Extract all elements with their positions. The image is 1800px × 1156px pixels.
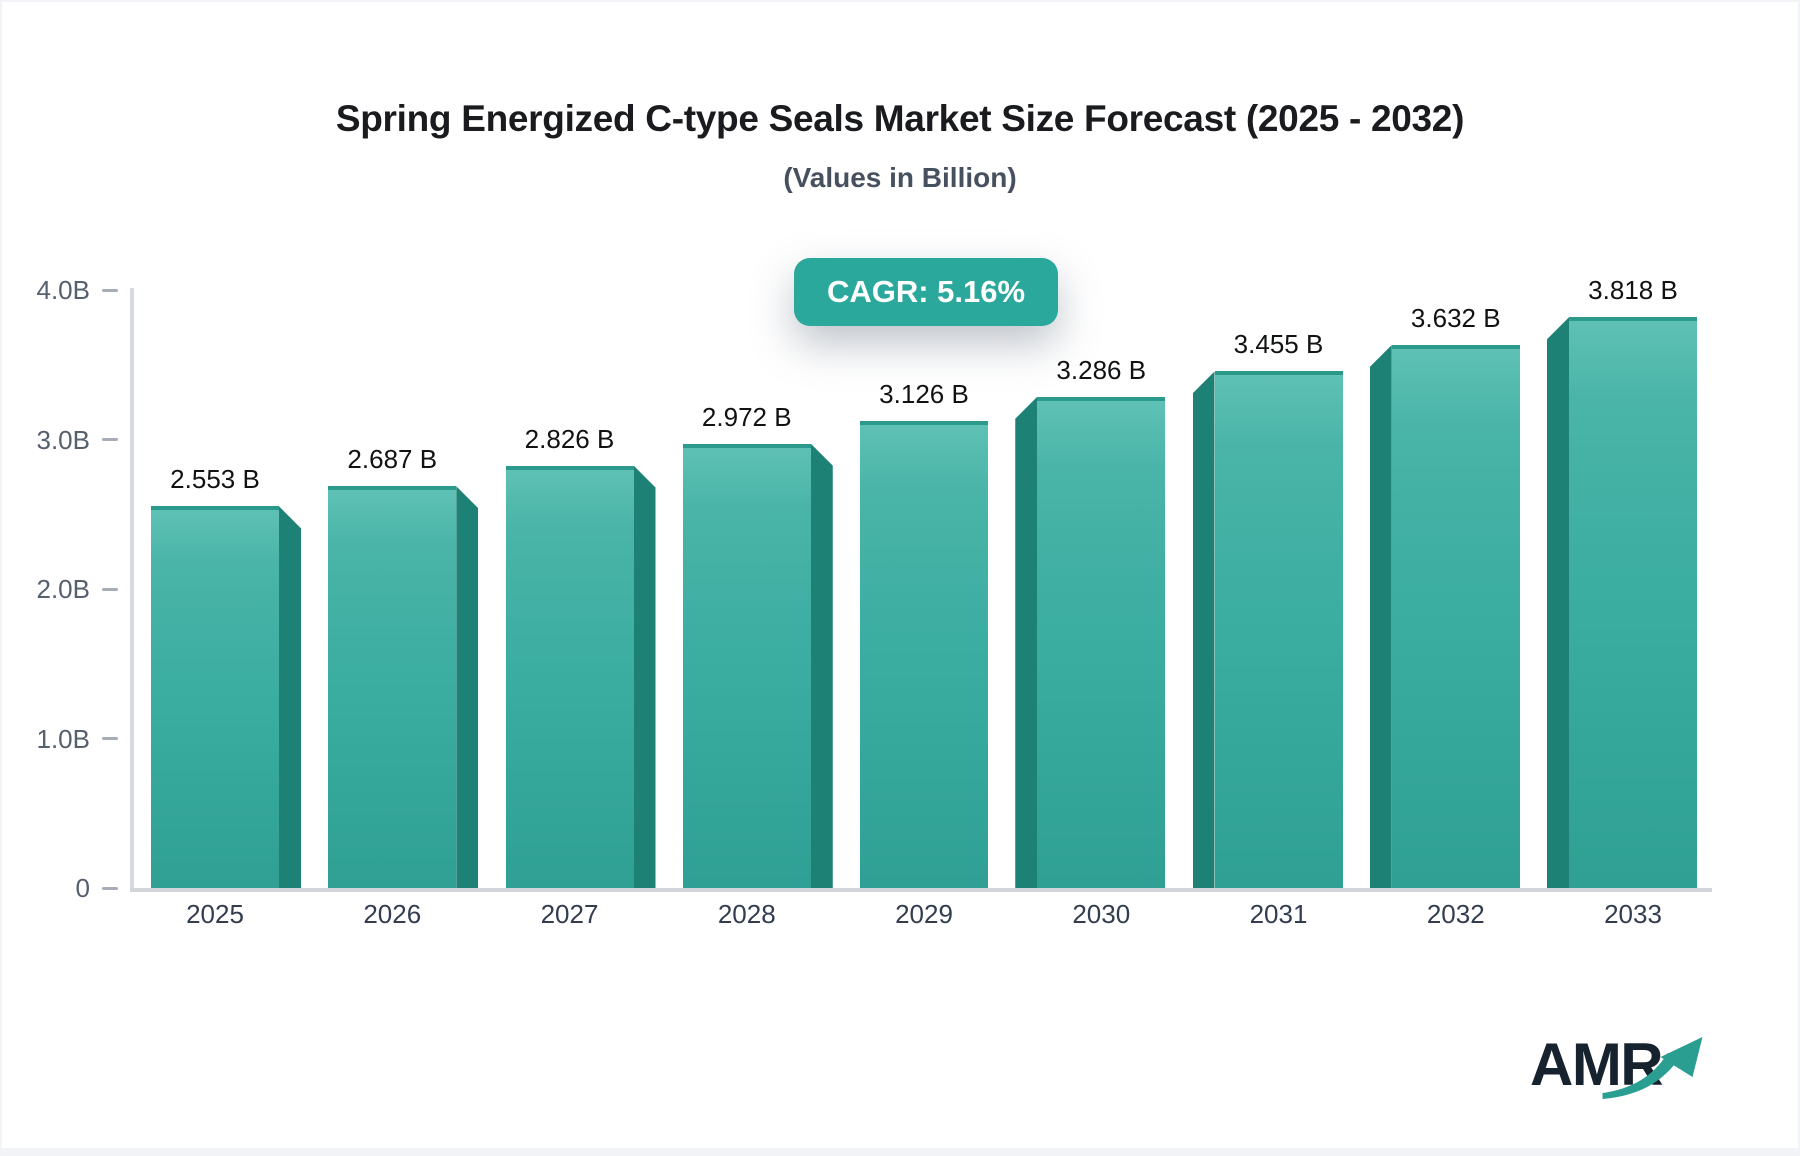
x-axis-label-2026: 2026 (363, 899, 422, 929)
bar-value-label: 3.632 B (1410, 303, 1501, 334)
bar-value-label: 3.286 B (1056, 354, 1147, 385)
x-axis-label-2027: 2027 (540, 899, 599, 929)
x-axis-line (130, 888, 1712, 892)
x-axis-label-2028: 2028 (717, 899, 776, 929)
y-axis-tick-mark (102, 737, 118, 740)
cagr-badge: CAGR: 5.16% (794, 258, 1058, 326)
bar-face-2027 (505, 465, 634, 888)
bar-side-face-2030 (1015, 396, 1038, 888)
x-axis-label-2031: 2031 (1249, 899, 1308, 929)
amr-logo-arrow-icon (1602, 1037, 1703, 1099)
y-axis-tick-label: 2.0B (36, 574, 91, 604)
bar-side-face-2031 (1192, 371, 1215, 888)
y-axis-tick-mark (102, 438, 118, 441)
bar-side-face-2032 (1369, 345, 1392, 888)
x-axis-label-2033: 2033 (1604, 899, 1662, 929)
x-axis-label-2030: 2030 (1072, 899, 1131, 929)
bar-face-2028 (682, 443, 811, 888)
bar-side-face-2027 (633, 465, 656, 888)
bar-value-label: 2.826 B (524, 423, 615, 454)
bar-side-face-2028 (810, 443, 833, 888)
bar-value-label: 3.126 B (879, 378, 969, 409)
bar-face-2026 (328, 486, 457, 888)
bar-face-2025 (151, 506, 279, 888)
y-axis-line (130, 288, 134, 892)
y-axis-tick-label: 4.0B (36, 275, 91, 305)
bar-face-2031 (1214, 371, 1343, 888)
bar-value-label: 3.455 B (1233, 329, 1324, 360)
bar-value-label: 2.553 B (170, 464, 260, 495)
x-axis-label-2025: 2025 (186, 899, 244, 929)
y-axis-tick-mark (102, 886, 118, 890)
bar-value-label: 3.818 B (1588, 275, 1678, 306)
x-axis-label-2029: 2029 (895, 899, 953, 929)
bar-side-face-2025 (279, 506, 301, 888)
bar-face-2030 (1037, 396, 1166, 888)
bar-value-label: 2.972 B (701, 401, 792, 432)
y-axis-tick-label: 1.0B (36, 723, 91, 754)
y-axis-tick-mark (102, 288, 118, 292)
bar-side-face-2026 (456, 486, 479, 888)
bar-face-2033 (1569, 317, 1697, 888)
x-axis-label-2032: 2032 (1426, 899, 1485, 929)
chart-title: Spring Energized C-type Seals Market Siz… (335, 98, 1465, 139)
y-axis-tick-label: 0 (75, 873, 90, 903)
bar-value-label: 2.687 B (347, 444, 438, 475)
bar-side-face-2033 (1547, 317, 1569, 888)
y-axis-tick-mark (102, 587, 118, 591)
bar-face-2029 (860, 420, 988, 888)
chart-subtitle: (Values in Billion) (783, 162, 1017, 193)
y-axis-tick-label: 3.0B (36, 424, 91, 455)
bar-face-2032 (1391, 345, 1520, 888)
